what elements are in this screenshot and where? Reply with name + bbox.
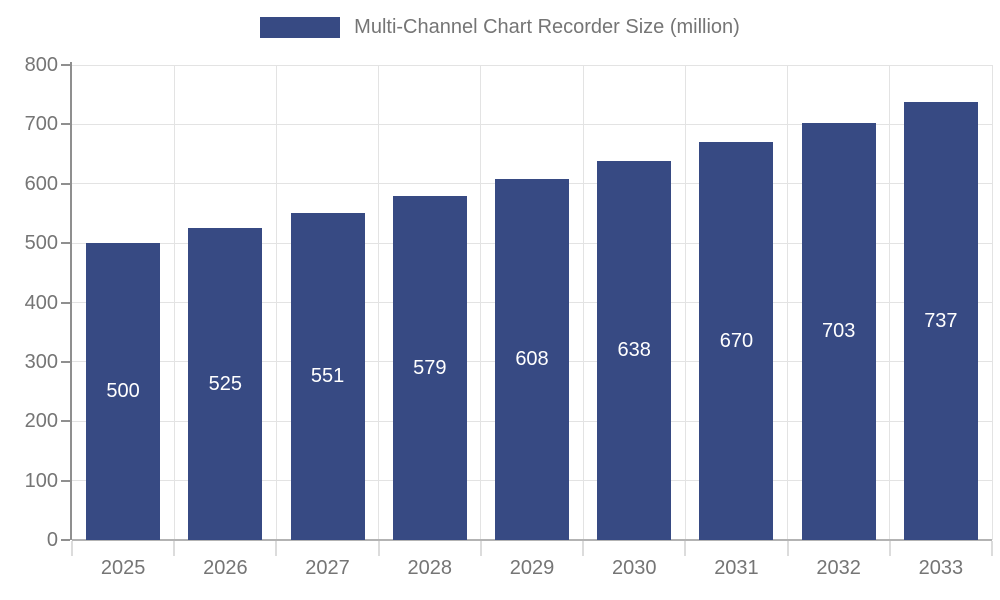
bar: 670	[699, 142, 774, 540]
gridline-vertical	[787, 65, 789, 540]
bar-value-label: 525	[208, 372, 243, 395]
gridline-horizontal	[72, 64, 992, 66]
gridline-horizontal	[72, 123, 992, 125]
y-axis-tick-label: 300	[24, 350, 58, 373]
x-axis-tick	[582, 541, 585, 556]
y-axis-tick	[61, 360, 70, 363]
legend-item[interactable]: Multi-Channel Chart Recorder Size (milli…	[0, 16, 1000, 39]
y-axis-tick-label: 600	[24, 172, 58, 195]
bar-value-label: 737	[924, 309, 958, 332]
y-axis-tick-label: 0	[46, 529, 58, 551]
y-axis-tick-label: 200	[24, 410, 58, 433]
y-axis-tick	[61, 242, 70, 245]
legend-swatch-icon	[260, 17, 341, 38]
bar: 551	[290, 212, 365, 540]
gridline-vertical	[275, 65, 277, 540]
bar: 638	[597, 161, 672, 540]
y-axis-tick-label: 700	[24, 113, 58, 136]
legend-label: Multi-Channel Chart Recorder Size (milli…	[354, 16, 740, 38]
x-axis-tick	[888, 541, 891, 556]
x-axis-tick	[786, 541, 789, 556]
y-axis-tick-label: 400	[24, 291, 58, 314]
bar: 525	[188, 228, 263, 540]
x-axis-tick	[479, 541, 482, 556]
y-axis-tick	[61, 64, 70, 66]
gridline-vertical	[684, 65, 686, 540]
x-axis-tick-label: 2031	[714, 557, 759, 579]
x-axis-tick-label: 2030	[611, 557, 657, 579]
x-axis-tick	[684, 541, 687, 556]
bar-value-label: 670	[719, 329, 754, 352]
gridline-vertical	[889, 65, 891, 540]
gridline-vertical	[378, 65, 380, 540]
y-axis-tick	[61, 182, 70, 185]
bar-value-label: 500	[106, 380, 140, 403]
bar-value-label: 551	[310, 364, 345, 387]
y-axis-tick	[61, 420, 70, 423]
x-axis-tick	[173, 541, 176, 556]
y-axis-tick	[61, 479, 70, 482]
bar-value-label: 608	[515, 348, 549, 370]
x-axis-tick-label: 2027	[305, 557, 350, 579]
gridline-vertical	[480, 65, 482, 540]
gridline-vertical	[582, 65, 584, 540]
bar: 500	[86, 243, 161, 540]
x-axis-tick	[275, 541, 278, 556]
x-axis-tick-label: 2025	[100, 557, 146, 579]
x-axis-tick	[71, 541, 73, 556]
bar: 608	[495, 179, 569, 540]
bar-value-label: 579	[413, 356, 447, 379]
x-axis-tick-label: 2029	[509, 557, 555, 579]
y-axis-tick-label: 100	[24, 469, 58, 492]
x-axis-tick	[991, 541, 993, 556]
y-axis-line	[70, 62, 72, 540]
y-axis-tick	[61, 539, 70, 541]
bar: 579	[392, 196, 467, 540]
gridline-vertical	[173, 65, 175, 540]
x-axis-tick-label: 2028	[407, 557, 453, 579]
bar-value-label: 703	[821, 319, 856, 342]
x-axis-line	[72, 539, 992, 541]
x-axis-tick-label: 2026	[203, 557, 248, 579]
y-axis-tick	[61, 123, 70, 126]
x-axis-tick-label: 2033	[918, 557, 964, 579]
y-axis-tick-label: 800	[24, 54, 58, 76]
y-axis-tick-label: 500	[24, 232, 58, 255]
x-axis-tick-label: 2032	[816, 557, 861, 579]
bar-value-label: 638	[617, 339, 651, 362]
bar: 737	[903, 102, 978, 540]
y-axis-tick	[61, 301, 70, 304]
bar: 703	[801, 122, 876, 540]
x-axis-tick	[377, 541, 380, 556]
gridline-vertical	[991, 65, 993, 540]
